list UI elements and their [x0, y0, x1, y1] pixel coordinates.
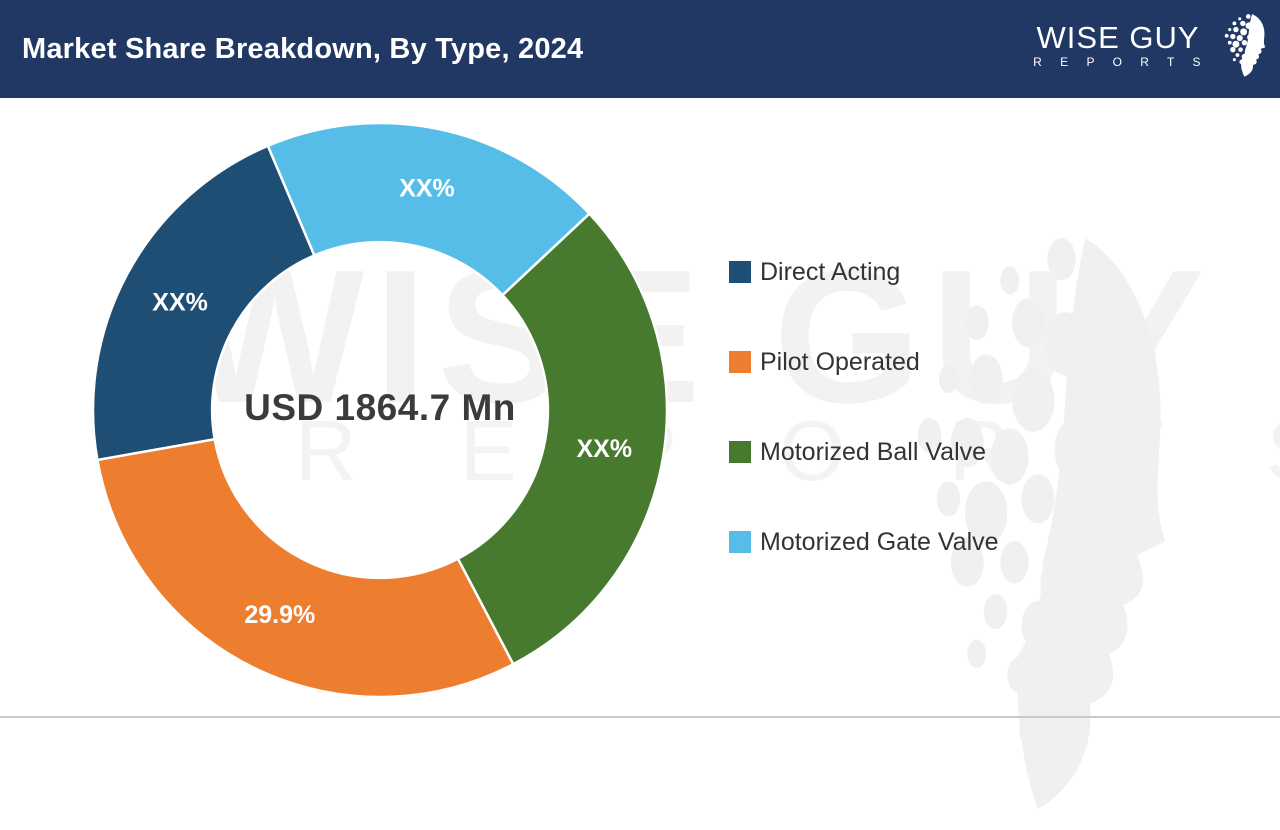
wise-guy-reports-logo: WISE GUY R E P O R T S [1028, 6, 1266, 84]
legend-label-direct-acting: Direct Acting [760, 257, 901, 286]
legend-label-motorized-gate-valve: Motorized Gate Valve [760, 527, 999, 556]
legend-label-pilot-operated: Pilot Operated [760, 347, 920, 376]
legend-swatch-pilot-operated [729, 351, 751, 373]
logo-face-icon [1224, 14, 1266, 77]
background-watermark: WISE GUY R E P O R T S [0, 98, 1280, 809]
footer-divider [0, 716, 1280, 718]
legend-item-direct-acting: Direct Acting [729, 258, 999, 286]
chart-legend: Direct Acting Pilot Operated Motorized Bal… [729, 258, 999, 621]
legend-label-motorized-ball-valve: Motorized Ball Valve [760, 437, 987, 466]
legend-item-motorized-ball-valve: Motorized Ball Valve [729, 438, 999, 466]
chart-center-value: USD 1864.7 Mn [244, 387, 516, 428]
header-bar: Market Share Breakdown, By Type, 2024 WI… [0, 0, 1280, 98]
legend-swatch-direct-acting [729, 261, 751, 283]
slice-value-label-direct-acting: XX% [152, 289, 208, 317]
slice-motorized-gate-valve [266, 121, 592, 297]
slice-value-label-motorized-gate-valve: XX% [399, 175, 455, 203]
legend-swatch-motorized-ball-valve [729, 441, 751, 463]
slice-pilot-operated [95, 437, 516, 699]
logo-text: WISE GUY R E P O R T S [1028, 19, 1208, 70]
page-title: Market Share Breakdown, By Type, 2024 [22, 32, 584, 65]
legend-item-motorized-gate-valve: Motorized Gate Valve [729, 528, 999, 556]
slice-direct-acting [91, 144, 317, 462]
slice-motorized-ball-valve [456, 211, 669, 666]
logo-subtitle: R E P O R T S [1033, 55, 1208, 70]
legend-item-pilot-operated: Pilot Operated [729, 348, 999, 376]
logo-wordmark: WISE GUY [1036, 19, 1200, 55]
watermark-face-icon [917, 238, 1166, 809]
slice-value-label-pilot-operated: 29.9% [244, 601, 315, 629]
donut-chart: XX% 29.9% XX% XX% [80, 110, 680, 710]
slice-value-label-motorized-ball-valve: XX% [577, 435, 633, 463]
legend-swatch-motorized-gate-valve [729, 531, 751, 553]
